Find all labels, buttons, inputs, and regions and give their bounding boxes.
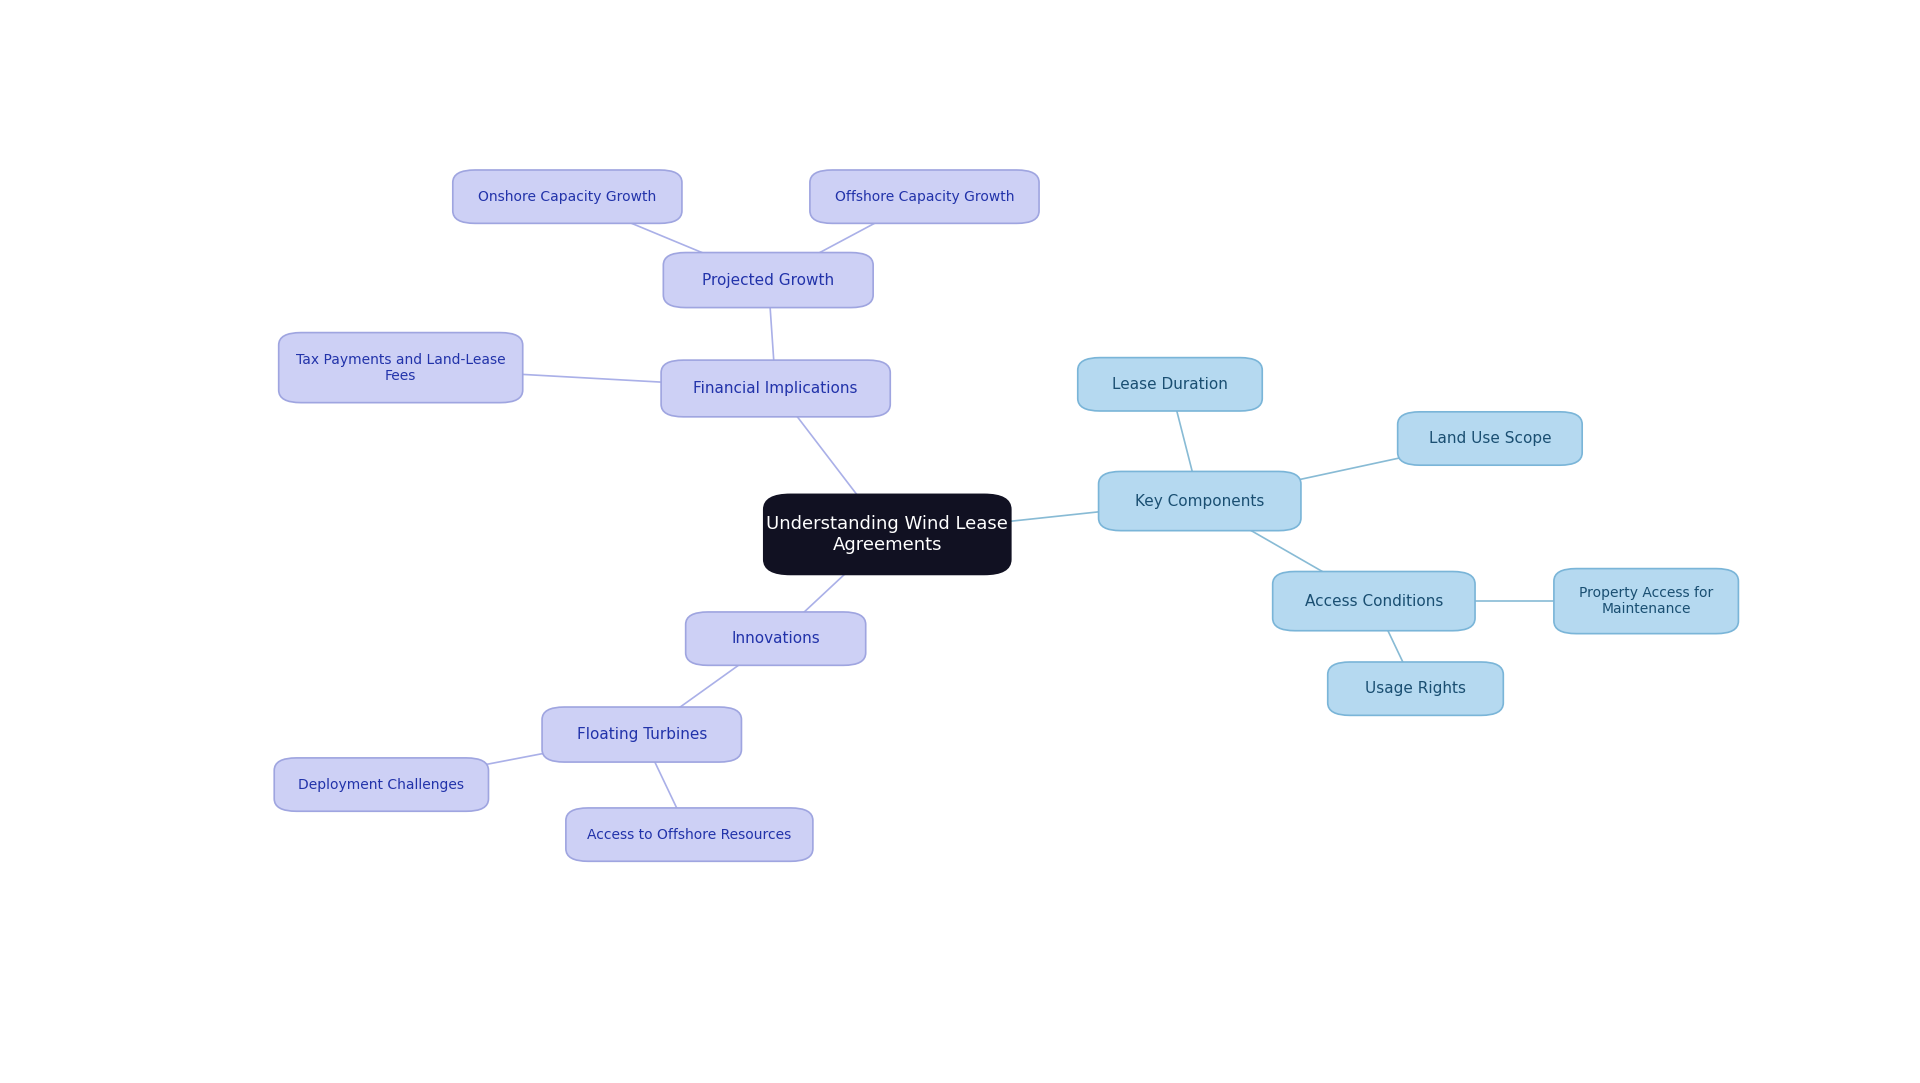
Text: Understanding Wind Lease
Agreements: Understanding Wind Lease Agreements <box>766 516 1008 553</box>
Text: Key Components: Key Components <box>1135 494 1265 509</box>
Text: Deployment Challenges: Deployment Challenges <box>298 778 465 792</box>
Text: Floating Turbines: Floating Turbines <box>576 727 707 742</box>
Text: Onshore Capacity Growth: Onshore Capacity Growth <box>478 190 657 204</box>
FancyBboxPatch shape <box>685 612 866 665</box>
FancyBboxPatch shape <box>1098 471 1302 531</box>
Text: Offshore Capacity Growth: Offshore Capacity Growth <box>835 190 1014 204</box>
Text: Projected Growth: Projected Growth <box>703 273 835 288</box>
FancyBboxPatch shape <box>453 170 682 223</box>
Text: Property Access for
Maintenance: Property Access for Maintenance <box>1578 586 1713 616</box>
FancyBboxPatch shape <box>278 332 522 403</box>
Text: Lease Duration: Lease Duration <box>1112 377 1229 392</box>
FancyBboxPatch shape <box>541 707 741 762</box>
FancyBboxPatch shape <box>764 494 1010 574</box>
FancyBboxPatch shape <box>566 808 812 861</box>
Text: Innovations: Innovations <box>732 631 820 647</box>
FancyBboxPatch shape <box>1077 357 1261 410</box>
FancyBboxPatch shape <box>1398 412 1582 466</box>
FancyBboxPatch shape <box>660 361 891 417</box>
Text: Usage Rights: Usage Rights <box>1365 681 1467 696</box>
Text: Access to Offshore Resources: Access to Offshore Resources <box>588 827 791 841</box>
FancyBboxPatch shape <box>810 170 1039 223</box>
FancyBboxPatch shape <box>275 758 488 811</box>
FancyBboxPatch shape <box>662 252 874 308</box>
Text: Financial Implications: Financial Implications <box>693 381 858 396</box>
FancyBboxPatch shape <box>1553 569 1738 634</box>
FancyBboxPatch shape <box>1329 662 1503 716</box>
FancyBboxPatch shape <box>1273 572 1475 630</box>
Text: Land Use Scope: Land Use Scope <box>1428 431 1551 446</box>
Text: Tax Payments and Land-Lease
Fees: Tax Payments and Land-Lease Fees <box>296 353 505 382</box>
Text: Access Conditions: Access Conditions <box>1306 593 1444 609</box>
